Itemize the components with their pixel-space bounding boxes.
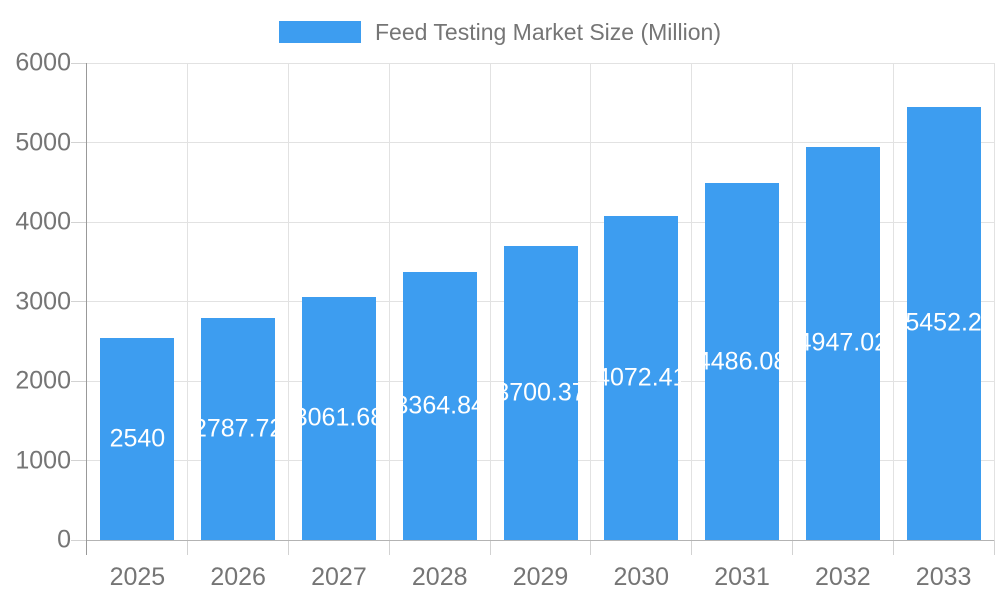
x-axis-label: 2030 bbox=[613, 563, 670, 591]
bar-value-label: 4072.41 bbox=[596, 363, 687, 392]
y-tick bbox=[71, 62, 87, 64]
x-gridline bbox=[691, 63, 693, 540]
x-tick bbox=[590, 540, 592, 555]
x-gridline bbox=[388, 63, 390, 540]
bar-2031[interactable] bbox=[705, 183, 780, 540]
chart-legend[interactable]: Feed Testing Market Size (Million) bbox=[0, 19, 1000, 45]
y-axis-label: 5000 bbox=[15, 128, 71, 156]
bar-value-label: 4486.08 bbox=[696, 347, 788, 376]
bar-value-label: 3700.37 bbox=[495, 378, 586, 407]
x-axis-label: 2031 bbox=[714, 563, 770, 591]
bar-2030[interactable] bbox=[604, 216, 679, 540]
x-gridline bbox=[892, 63, 894, 540]
y-tick bbox=[71, 221, 87, 223]
x-tick bbox=[187, 540, 189, 555]
bar-2028[interactable] bbox=[402, 272, 477, 540]
legend-swatch bbox=[279, 21, 361, 43]
x-gridline bbox=[993, 63, 995, 540]
x-tick bbox=[691, 540, 693, 555]
x-axis-label: 2026 bbox=[210, 563, 266, 591]
bar-value-label: 2787.72 bbox=[192, 414, 284, 443]
bar-2026[interactable] bbox=[201, 318, 276, 540]
x-axis-label: 2032 bbox=[815, 563, 871, 591]
y-gridline bbox=[87, 142, 994, 143]
y-tick bbox=[71, 380, 87, 382]
x-tick bbox=[489, 540, 491, 555]
x-gridline bbox=[590, 63, 592, 540]
bar-2029[interactable] bbox=[503, 245, 578, 540]
x-tick bbox=[892, 540, 894, 555]
x-tick bbox=[791, 540, 793, 555]
x-gridline bbox=[288, 63, 290, 540]
x-axis-line bbox=[87, 540, 994, 541]
x-axis-label: 2025 bbox=[109, 563, 166, 591]
y-tick bbox=[71, 142, 87, 143]
bar-value-label: 3061.68 bbox=[293, 403, 385, 432]
y-axis-label: 6000 bbox=[15, 48, 71, 77]
y-axis-label: 0 bbox=[57, 525, 71, 554]
bar-2025[interactable] bbox=[100, 338, 175, 540]
x-tick bbox=[993, 540, 995, 555]
x-gridline bbox=[187, 63, 189, 540]
x-axis-label: 2033 bbox=[915, 563, 972, 591]
y-tick bbox=[71, 301, 87, 302]
x-tick bbox=[288, 540, 290, 555]
bar-value-label: 5452.2 bbox=[905, 308, 982, 337]
bar-2032[interactable] bbox=[805, 146, 880, 540]
bar-2027[interactable] bbox=[301, 296, 376, 540]
y-axis-label: 3000 bbox=[15, 287, 71, 315]
x-axis-label: 2027 bbox=[311, 563, 367, 591]
x-axis-label: 2028 bbox=[411, 563, 468, 591]
bar-value-label: 3364.84 bbox=[394, 391, 485, 420]
y-axis-label: 4000 bbox=[15, 207, 71, 236]
bar-2033[interactable] bbox=[906, 106, 981, 540]
y-axis-line bbox=[86, 63, 87, 555]
y-tick bbox=[71, 539, 87, 541]
bar-value-label: 2540 bbox=[109, 424, 166, 453]
y-axis-label: 1000 bbox=[15, 446, 71, 474]
x-axis-label: 2029 bbox=[512, 563, 569, 591]
y-gridline bbox=[87, 221, 994, 223]
x-gridline bbox=[489, 63, 491, 540]
legend-title: Feed Testing Market Size (Million) bbox=[375, 19, 721, 45]
y-gridline bbox=[87, 62, 994, 64]
y-axis-label: 2000 bbox=[15, 366, 71, 395]
x-gridline bbox=[791, 63, 793, 540]
bar-value-label: 4947.02 bbox=[797, 328, 889, 357]
x-tick bbox=[388, 540, 390, 555]
y-tick bbox=[71, 460, 87, 461]
